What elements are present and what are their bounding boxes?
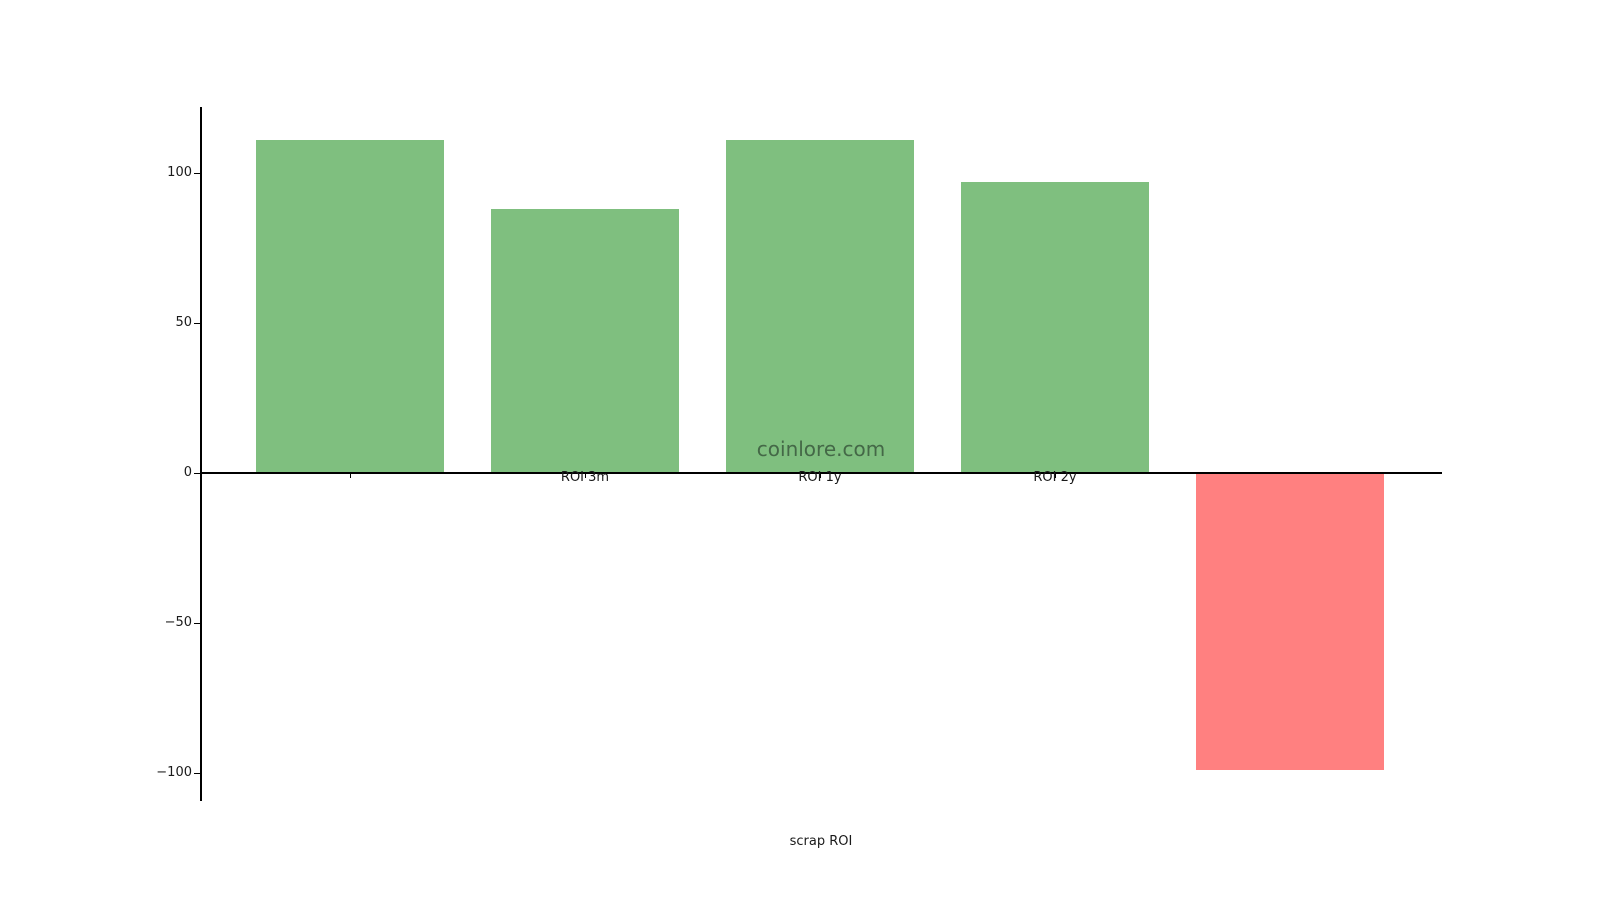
- y-tick-label: −100: [156, 765, 192, 780]
- x-axis-title: scrap ROI: [789, 834, 853, 849]
- y-tick-mark: [194, 622, 200, 624]
- x-tick-label: ROI 2y: [1033, 470, 1077, 485]
- x-tick-label: ROI 3m: [560, 470, 610, 485]
- bar: [256, 140, 444, 473]
- x-tick-mark: [819, 473, 821, 478]
- x-tick-label: ROI 1y: [798, 470, 842, 485]
- y-tick-mark: [194, 172, 200, 174]
- y-tick-label: 50: [175, 315, 192, 330]
- y-tick-mark: [194, 772, 200, 774]
- y-tick-label: 100: [167, 165, 192, 180]
- bar: [491, 209, 679, 473]
- y-tick-label: 0: [183, 465, 192, 480]
- bar: [726, 140, 914, 473]
- x-tick-mark: [584, 473, 586, 478]
- watermark: coinlore.com: [756, 437, 886, 461]
- y-axis-spine: [200, 107, 202, 801]
- y-tick-mark: [194, 472, 200, 474]
- x-tick-mark: [1054, 473, 1056, 478]
- x-tick-mark: [349, 473, 351, 478]
- y-tick-mark: [194, 322, 200, 324]
- bar: [961, 182, 1149, 473]
- y-tick-label: −50: [164, 615, 192, 630]
- x-axis-line: [200, 472, 1442, 474]
- bar: [1196, 473, 1384, 770]
